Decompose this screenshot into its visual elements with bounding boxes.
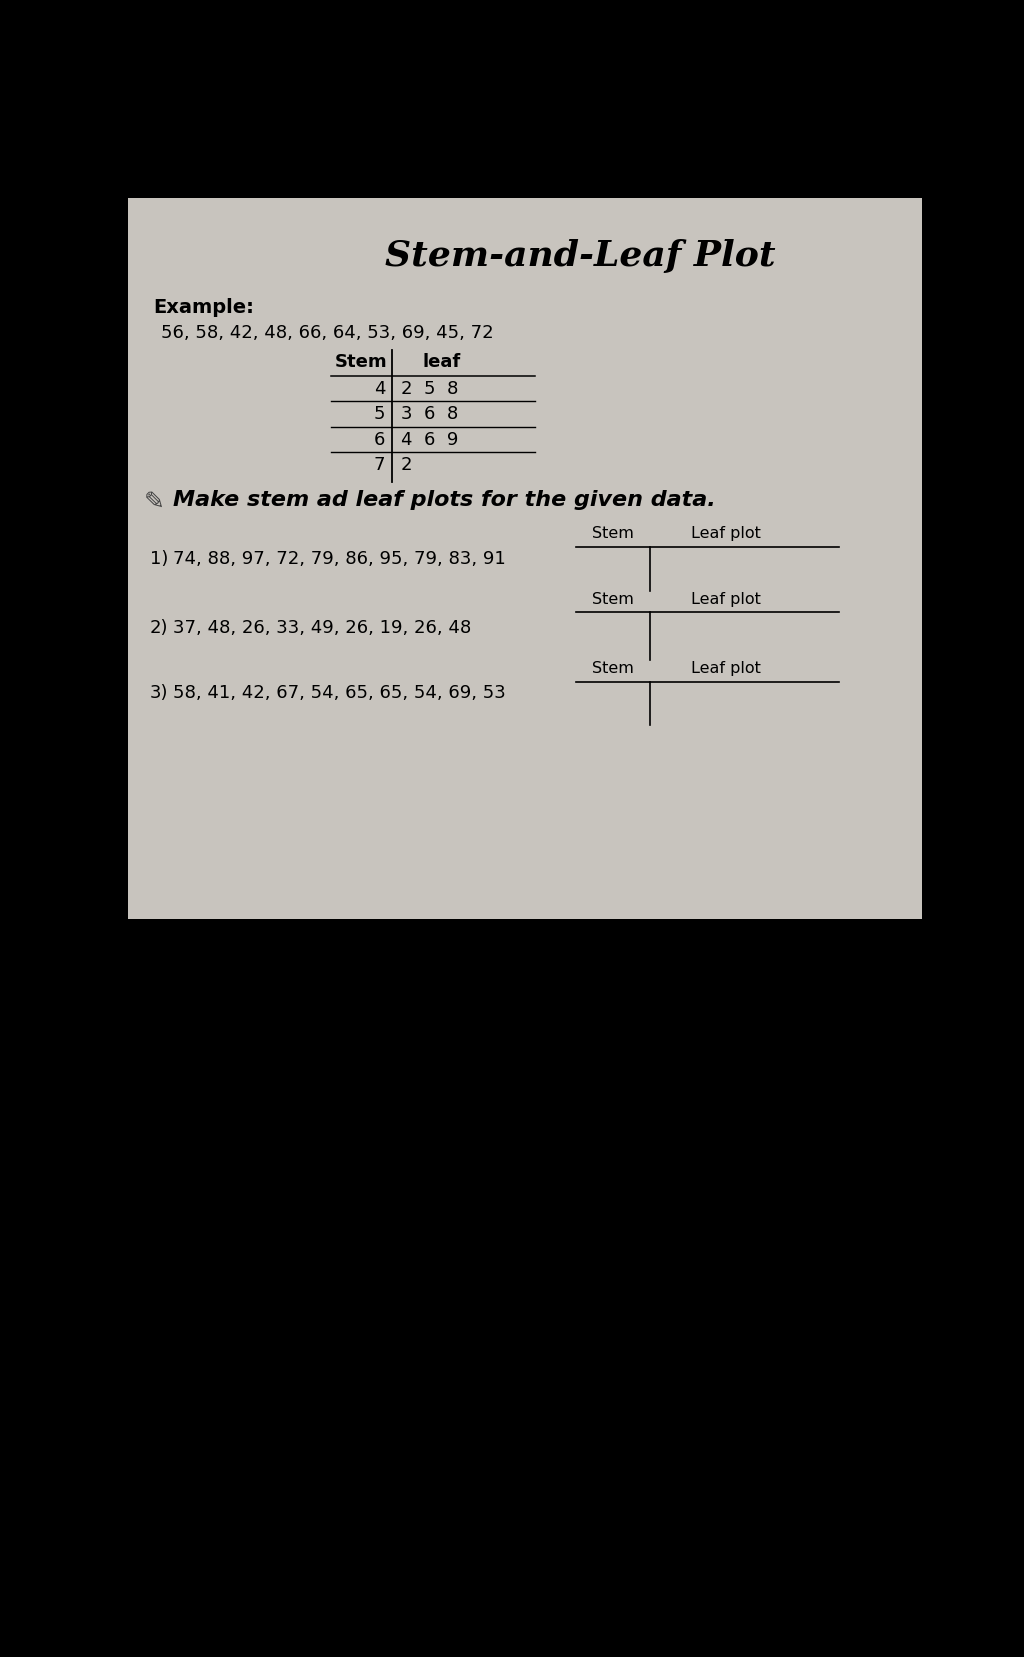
Text: Example:: Example: [153, 297, 254, 316]
Text: 2  5  8: 2 5 8 [400, 379, 458, 398]
Text: Make stem ad leaf plots for the given data.: Make stem ad leaf plots for the given da… [173, 490, 716, 510]
Text: 3  6  8: 3 6 8 [400, 404, 458, 423]
Text: 7: 7 [374, 456, 385, 474]
Text: leaf: leaf [423, 353, 461, 371]
Text: 3): 3) [150, 684, 168, 701]
Text: Leaf plot: Leaf plot [690, 525, 761, 540]
Text: Leaf plot: Leaf plot [690, 592, 761, 606]
Text: Stem: Stem [592, 592, 634, 606]
Text: Leaf plot: Leaf plot [690, 661, 761, 676]
Text: 56, 58, 42, 48, 66, 64, 53, 69, 45, 72: 56, 58, 42, 48, 66, 64, 53, 69, 45, 72 [161, 323, 494, 341]
Text: Stem-and-Leaf Plot: Stem-and-Leaf Plot [385, 239, 775, 273]
Text: 2): 2) [150, 620, 168, 636]
Text: Stem: Stem [335, 353, 388, 371]
Text: 4: 4 [374, 379, 385, 398]
Text: 74, 88, 97, 72, 79, 86, 95, 79, 83, 91: 74, 88, 97, 72, 79, 86, 95, 79, 83, 91 [173, 550, 506, 568]
Text: 4  6  9: 4 6 9 [400, 431, 458, 449]
Text: 58, 41, 42, 67, 54, 65, 65, 54, 69, 53: 58, 41, 42, 67, 54, 65, 65, 54, 69, 53 [173, 684, 506, 701]
FancyBboxPatch shape [128, 199, 922, 920]
Text: Stem: Stem [592, 661, 634, 676]
Text: 5: 5 [374, 404, 385, 423]
Text: ✎: ✎ [143, 490, 165, 514]
Text: 2: 2 [400, 456, 413, 474]
Text: 6: 6 [374, 431, 385, 449]
Text: 37, 48, 26, 33, 49, 26, 19, 26, 48: 37, 48, 26, 33, 49, 26, 19, 26, 48 [173, 620, 471, 636]
Text: Stem: Stem [592, 525, 634, 540]
Text: 1): 1) [150, 550, 168, 568]
